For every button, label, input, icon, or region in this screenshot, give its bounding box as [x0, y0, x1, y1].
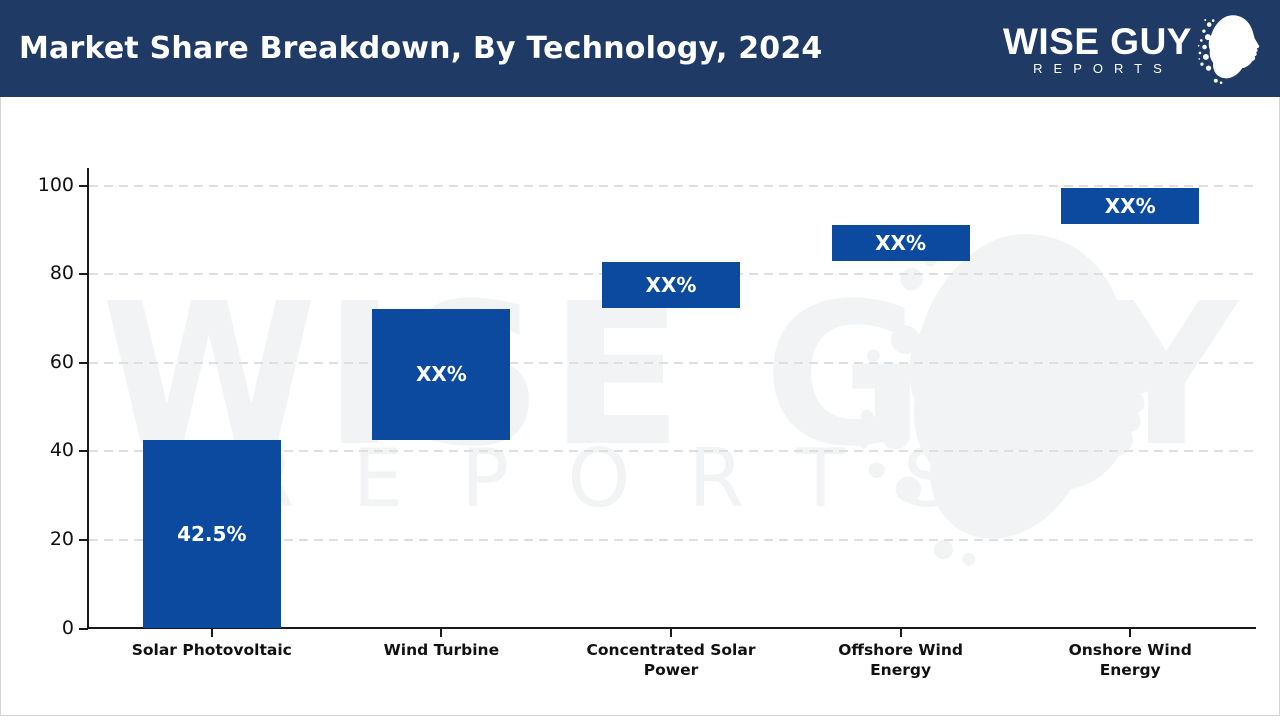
x-tick-mark — [440, 629, 443, 637]
gridline — [89, 184, 1256, 187]
bar-segment: XX% — [831, 224, 970, 262]
category-label: Offshore Wind Energy — [838, 641, 963, 679]
gridline — [89, 361, 1256, 364]
logo-subtext: REPORTS — [1033, 60, 1173, 76]
gridline — [89, 450, 1256, 453]
y-tick-label: 100 — [37, 173, 74, 196]
x-tick-mark — [1129, 629, 1132, 637]
gridline — [89, 538, 1256, 541]
bar-segment: 42.5% — [142, 440, 281, 629]
y-axis-line — [87, 168, 89, 629]
y-tick-mark — [79, 627, 88, 630]
wise-guy-logo: WISE GUY REPORTS — [1003, 8, 1262, 90]
bar-value-label: XX% — [1104, 194, 1156, 219]
watermark-subtext: REPORTS — [239, 432, 1012, 525]
y-tick-mark — [79, 184, 88, 187]
y-tick-label: 20 — [49, 527, 74, 550]
y-tick-label: 80 — [49, 262, 74, 285]
bar-value-label: 42.5% — [177, 522, 247, 547]
logo-text: WISE GUY REPORTS — [1002, 20, 1192, 76]
y-tick-mark — [79, 450, 88, 453]
x-tick-mark — [210, 629, 213, 637]
category-label: Concentrated Solar Power — [586, 641, 756, 679]
bar-segment: XX% — [372, 308, 511, 441]
category-label: Onshore Wind Energy — [1068, 641, 1192, 679]
y-tick-mark — [79, 361, 88, 364]
page-title: Market Share Breakdown, By Technology, 2… — [19, 31, 823, 66]
logo-wordmark: WISE GUY — [1002, 20, 1192, 62]
bar-value-label: XX% — [415, 362, 467, 387]
y-tick-label: 60 — [49, 350, 74, 373]
x-axis-line — [87, 627, 1256, 629]
bar-value-label: XX% — [645, 272, 697, 297]
bar-segment: XX% — [602, 261, 740, 309]
x-tick-mark — [670, 629, 672, 637]
y-tick-mark — [79, 273, 88, 276]
bar-segment: XX% — [1061, 187, 1200, 225]
category-label: Solar Photovoltaic — [131, 641, 292, 659]
y-tick-mark — [79, 538, 88, 541]
header-bar: Market Share Breakdown, By Technology, 2… — [0, 0, 1280, 97]
y-tick-label: 40 — [49, 439, 74, 462]
category-label: Wind Turbine — [383, 641, 500, 659]
y-tick-label: 0 — [61, 616, 74, 639]
x-tick-mark — [899, 629, 902, 637]
bar-value-label: XX% — [875, 231, 927, 256]
